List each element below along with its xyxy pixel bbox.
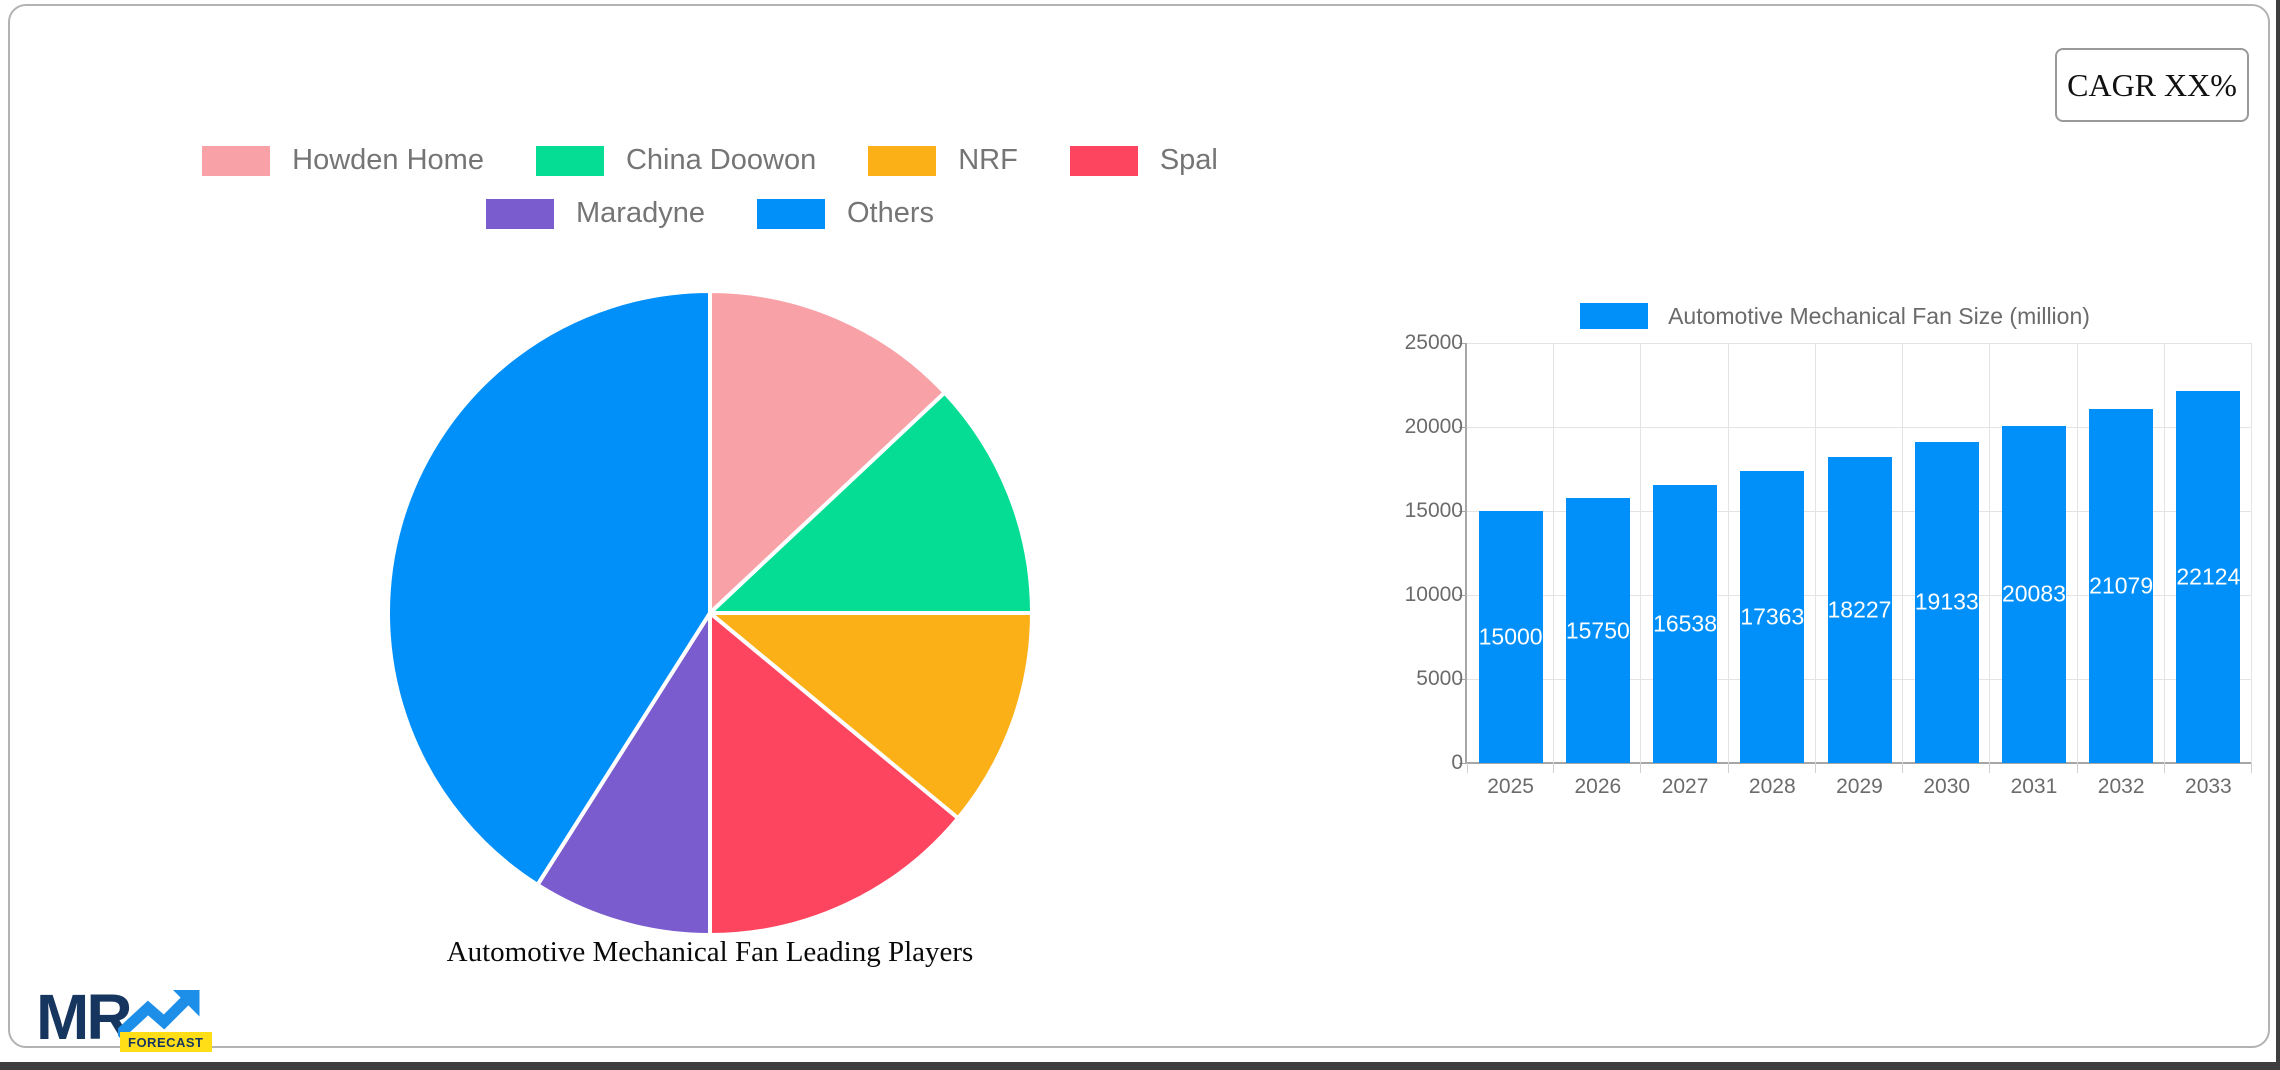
x-axis-tick (1989, 763, 1991, 773)
bar-chart-legend[interactable]: Automotive Mechanical Fan Size (million) (1395, 301, 2275, 331)
gridline-vertical (1814, 343, 1816, 763)
y-axis-tick (1459, 679, 1467, 680)
trend-arrow-icon (118, 990, 200, 1038)
x-axis-label: 2031 (2010, 775, 2058, 798)
window-bottom-edge (0, 1062, 2280, 1070)
y-axis-label: 25000 (1404, 331, 1463, 354)
report-card: CAGR XX% Howden Home China Doowon NRF Spal M… (8, 4, 2270, 1053)
x-axis-tick (2076, 763, 2078, 773)
cagr-label: CAGR XX% (2067, 66, 2237, 103)
legend-label: Spal (1159, 144, 1218, 176)
pie-slice-maradyne[interactable] (535, 611, 712, 937)
bar-2028[interactable] (1740, 471, 1805, 763)
mr-forecast-logo: MR FORECAST (36, 981, 212, 1054)
bar-2026[interactable] (1565, 498, 1630, 763)
y-axis-tick (1459, 427, 1467, 428)
gridline-horizontal (1467, 343, 2252, 344)
pie-svg (386, 289, 1034, 937)
pie-slice-howden-home[interactable] (708, 289, 947, 615)
x-axis-tick (2163, 763, 2165, 773)
pie-legend: Howden Home China Doowon NRF Spal Maradyne Ot… (40, 144, 1380, 230)
legend-swatch (535, 145, 604, 176)
legend-swatch (1069, 145, 1138, 176)
legend-item-nrf[interactable]: NRF (868, 144, 1018, 177)
y-axis-label: 0 (1451, 751, 1463, 774)
gridline-vertical (1989, 343, 1991, 763)
pie-slice-others[interactable] (386, 289, 712, 887)
gridline-horizontal (1467, 427, 2252, 428)
pie-slice-spal[interactable] (708, 611, 961, 937)
x-axis-label: 2033 (2185, 775, 2232, 798)
bar-2027[interactable] (1653, 485, 1718, 763)
bar-2033[interactable] (2176, 391, 2241, 763)
cagr-box: CAGR XX% (2055, 48, 2249, 122)
x-axis-label: 2029 (1836, 775, 1883, 798)
legend-label: Howden Home (292, 144, 484, 176)
x-axis-label: 2028 (1748, 775, 1796, 798)
y-axis-label: 10000 (1404, 583, 1463, 606)
x-axis-tick (1553, 763, 1555, 773)
gridline-vertical (2163, 343, 2165, 763)
gridline-vertical (1902, 343, 1904, 763)
bar-2032[interactable] (2089, 408, 2154, 763)
bar-legend-label: Automotive Mechanical Fan Size (million) (1668, 302, 2090, 329)
bar-2025[interactable] (1478, 511, 1543, 763)
legend-item-howden-home[interactable]: Howden Home (202, 144, 484, 177)
window-right-edge (2276, 0, 2280, 1070)
pie-chart (380, 283, 1040, 943)
x-axis-label: 2027 (1661, 775, 1709, 798)
x-axis-tick (2251, 763, 2252, 773)
legend-swatch (1580, 303, 1649, 329)
bar-2031[interactable] (2001, 425, 2066, 763)
gridline-vertical (2076, 343, 2078, 763)
legend-item-others[interactable]: Others (756, 197, 934, 230)
legend-item-spal[interactable]: Spal (1069, 144, 1218, 177)
legend-row: Howden Home China Doowon NRF Spal (202, 144, 1218, 177)
x-axis-label: 2032 (2097, 775, 2145, 798)
y-axis-tick (1459, 511, 1467, 512)
gridline-vertical (1727, 343, 1729, 763)
gridline-vertical (1640, 343, 1642, 763)
gridline-vertical (1553, 343, 1555, 763)
y-axis-tick (1459, 343, 1467, 344)
legend-label: China Doowon (625, 144, 817, 176)
pie-chart-title: Automotive Mechanical Fan Leading Player… (446, 936, 974, 968)
legend-swatch (756, 198, 825, 229)
x-axis-tick (1640, 763, 1642, 773)
bar-chart: Automotive Mechanical Fan Size (million)… (1395, 301, 2275, 798)
legend-swatch (868, 145, 937, 176)
y-axis-label: 5000 (1416, 667, 1463, 690)
legend-label: NRF (958, 144, 1018, 176)
legend-swatch (486, 198, 554, 229)
gridline-horizontal (1467, 762, 2252, 764)
legend-label: Others (846, 197, 934, 229)
x-axis-tick (1727, 763, 1729, 773)
legend-item-maradyne[interactable]: Maradyne (486, 197, 705, 230)
x-axis-label: 2030 (1923, 775, 1971, 798)
legend-item-china-doowon[interactable]: China Doowon (535, 144, 817, 177)
logo-forecast-tag: FORECAST (120, 1032, 212, 1052)
bar-2029[interactable] (1827, 456, 1892, 763)
x-axis-tick (1814, 763, 1816, 773)
y-axis-tick (1459, 763, 1467, 764)
y-axis-label: 20000 (1404, 415, 1463, 438)
pie-slice-china-doowon[interactable] (708, 390, 1034, 615)
x-axis-label: 2026 (1574, 775, 1622, 798)
logo-text: MR (36, 981, 133, 1053)
y-axis-tick (1459, 595, 1467, 596)
y-axis-label: 15000 (1404, 499, 1463, 522)
x-axis-tick (1467, 763, 1468, 773)
bar-2030[interactable] (1914, 441, 1979, 763)
pie-slice-nrf[interactable] (708, 611, 1034, 821)
legend-swatch (202, 145, 271, 176)
legend-label: Maradyne (576, 197, 705, 229)
bar-plot-area: 0 5000 10000 15000 20000 25000 15000 2025 15750 2… (1405, 331, 2252, 798)
legend-row: Maradyne Others (486, 197, 934, 230)
gridline-vertical (2251, 343, 2252, 763)
x-axis-label: 2025 (1487, 775, 1534, 798)
x-axis-tick (1902, 763, 1904, 773)
